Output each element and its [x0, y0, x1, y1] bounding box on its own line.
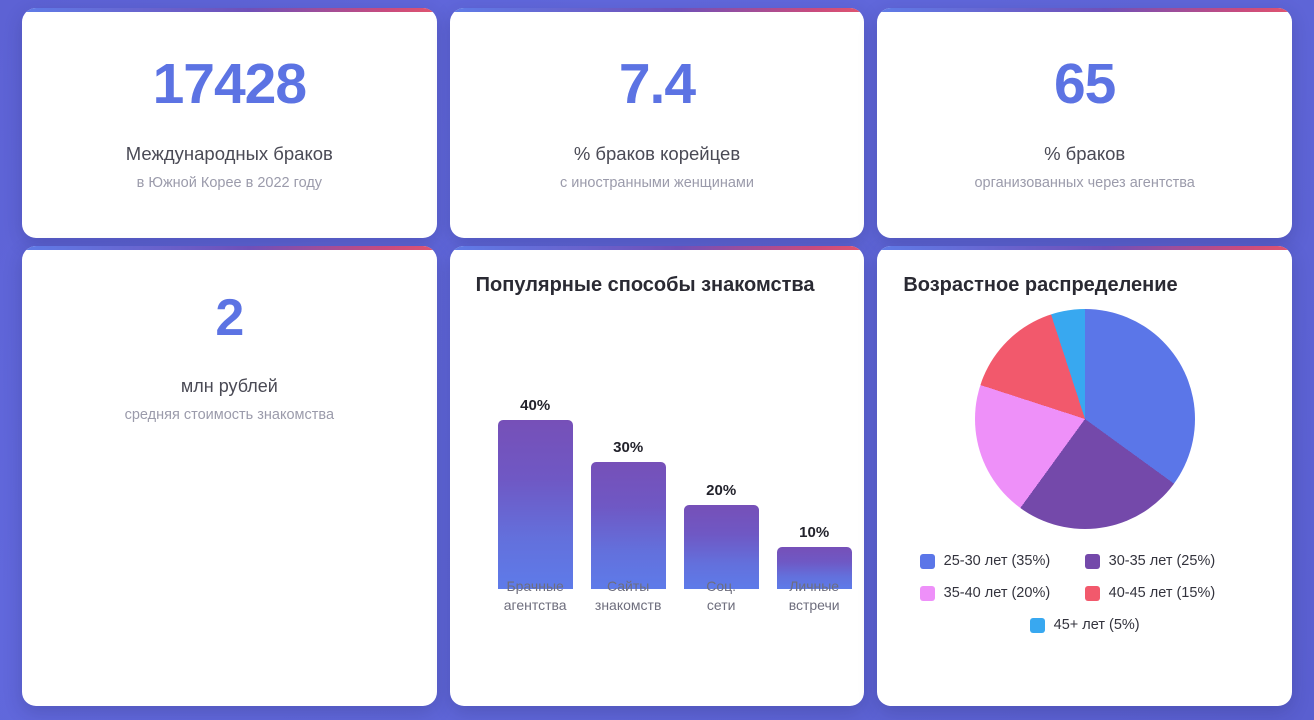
- stat-label: Международных браков: [125, 142, 333, 164]
- bar-rect: [683, 504, 759, 589]
- legend-swatch-icon: [1029, 617, 1045, 633]
- card-accent-bar: [877, 246, 1292, 250]
- legend-swatch-icon: [919, 553, 935, 569]
- stat-sublabel: в Южной Корее в 2022 году: [136, 174, 323, 191]
- card-accent-bar: [449, 246, 865, 250]
- card-accent-bar: [22, 8, 437, 12]
- pie-chart-plot: 25-30 лет (35%) 30-35 лет (25%) 35-40 лет …: [903, 309, 1266, 633]
- bar-item: 10% Личные встречи: [776, 399, 852, 613]
- stat-label: % браков корейцев: [573, 142, 741, 164]
- bar-rect: [776, 546, 852, 589]
- stat-value: 2: [215, 289, 244, 347]
- legend-label: 25-30 лет (35%): [943, 553, 1051, 569]
- card-accent-bar: [22, 246, 437, 250]
- bar-item: 20% Соц. сети: [683, 399, 759, 613]
- legend-swatch-icon: [1084, 553, 1100, 569]
- bar-rect: [497, 420, 573, 589]
- bar-rect: [590, 462, 666, 589]
- stat-label: млн рублей: [180, 376, 278, 396]
- bar-chart-title: Популярные способы знакомства: [475, 274, 815, 296]
- pie-graphic: [974, 309, 1195, 529]
- legend-label: 45+ лет (5%): [1053, 617, 1140, 633]
- bar-chart-card: Популярные способы знакомства 40% Брачные…: [449, 246, 865, 706]
- bar-item: 30% Сайты знакомств: [590, 399, 666, 613]
- legend-label: 35-40 лет (20%): [943, 585, 1051, 601]
- stat-value: 7.4: [618, 51, 696, 116]
- stat-value: 17428: [152, 51, 308, 116]
- bar-value-label: 30%: [613, 439, 644, 457]
- pie-legend: 25-30 лет (35%) 30-35 лет (25%) 35-40 лет …: [919, 553, 1250, 633]
- legend-label: 30-35 лет (25%): [1108, 553, 1216, 569]
- pie-chart-card: Возрастное распределение 25-30 лет (35%)…: [877, 246, 1292, 706]
- bar-value-label: 10%: [799, 523, 830, 541]
- stat-label: % браков: [1044, 142, 1126, 164]
- legend-item: 35-40 лет (20%): [919, 585, 1085, 601]
- bar-value-label: 40%: [520, 397, 551, 415]
- pie-chart-title: Возрастное распределение: [903, 274, 1178, 296]
- card-accent-bar: [449, 8, 865, 12]
- stat-sublabel: средняя стоимость знакомства: [124, 407, 335, 423]
- legend-swatch-icon: [1084, 585, 1100, 601]
- stat-card-average-cost: 2 млн рублей средняя стоимость знакомств…: [22, 246, 437, 706]
- legend-item: 45+ лет (5%): [920, 617, 1250, 633]
- legend-item: 25-30 лет (35%): [919, 553, 1085, 569]
- bar-item: 40% Брачные агентства: [497, 397, 573, 613]
- card-accent-bar: [877, 8, 1292, 12]
- legend-swatch-icon: [919, 585, 935, 601]
- stat-value: 65: [1053, 51, 1116, 116]
- stat-card-korean-marriage-percent: 7.4 % браков корейцев с иностранными жен…: [449, 8, 865, 238]
- stat-sublabel: с иностранными женщинами: [560, 174, 754, 191]
- legend-item: 30-35 лет (25%): [1084, 553, 1250, 569]
- stat-card-international-marriages: 17428 Международных браков в Южной Корее…: [22, 8, 437, 238]
- stat-sublabel: организованных через агентства: [974, 174, 1195, 191]
- legend-label: 40-45 лет (15%): [1108, 585, 1216, 601]
- bar-chart-plot: 40% Брачные агентства 30% Сайты знакомств 20% С…: [476, 307, 852, 706]
- bar-value-label: 20%: [706, 481, 737, 499]
- legend-item: 40-45 лет (15%): [1084, 585, 1250, 601]
- stat-card-agency-percent: 65 % браков организованных через агентст…: [877, 8, 1292, 238]
- bar-series: 40% Брачные агентства 30% Сайты знакомств 20% С…: [497, 397, 858, 613]
